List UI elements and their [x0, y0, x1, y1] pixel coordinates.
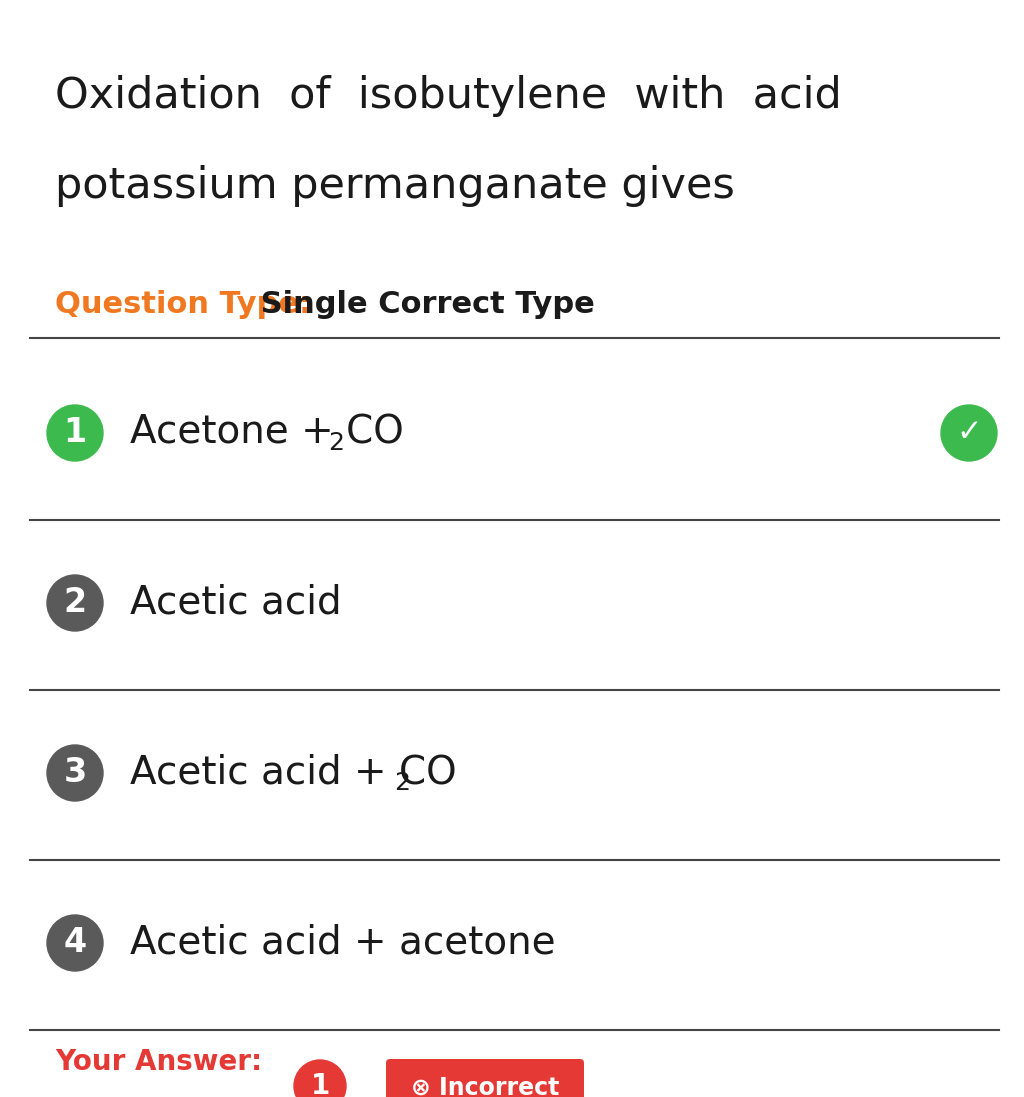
Text: 4: 4	[63, 927, 87, 960]
Text: 2: 2	[328, 431, 344, 455]
Text: 2: 2	[394, 771, 410, 795]
Text: Acetic acid + CO: Acetic acid + CO	[130, 754, 457, 792]
Circle shape	[941, 405, 997, 461]
Circle shape	[47, 915, 103, 971]
Text: Oxidation  of  isobutylene  with  acid: Oxidation of isobutylene with acid	[55, 75, 842, 117]
Text: ✓: ✓	[956, 418, 982, 448]
Circle shape	[294, 1060, 346, 1097]
Text: Your Answer:: Your Answer:	[55, 1048, 262, 1076]
Text: potassium permanganate gives: potassium permanganate gives	[55, 165, 735, 207]
Text: Single Correct Type: Single Correct Type	[250, 290, 595, 319]
Text: Acetic acid + acetone: Acetic acid + acetone	[130, 924, 556, 962]
Circle shape	[47, 405, 103, 461]
Text: Acetone + CO: Acetone + CO	[130, 414, 403, 452]
Text: 1: 1	[310, 1072, 330, 1097]
Text: 1: 1	[63, 417, 87, 450]
Text: 3: 3	[63, 757, 87, 790]
Text: Question Type:: Question Type:	[55, 290, 311, 319]
Circle shape	[47, 745, 103, 801]
Circle shape	[47, 575, 103, 631]
FancyBboxPatch shape	[386, 1059, 584, 1097]
Text: ⊗ Incorrect: ⊗ Incorrect	[411, 1076, 559, 1097]
Text: 2: 2	[63, 587, 87, 620]
Text: Acetic acid: Acetic acid	[130, 584, 342, 622]
